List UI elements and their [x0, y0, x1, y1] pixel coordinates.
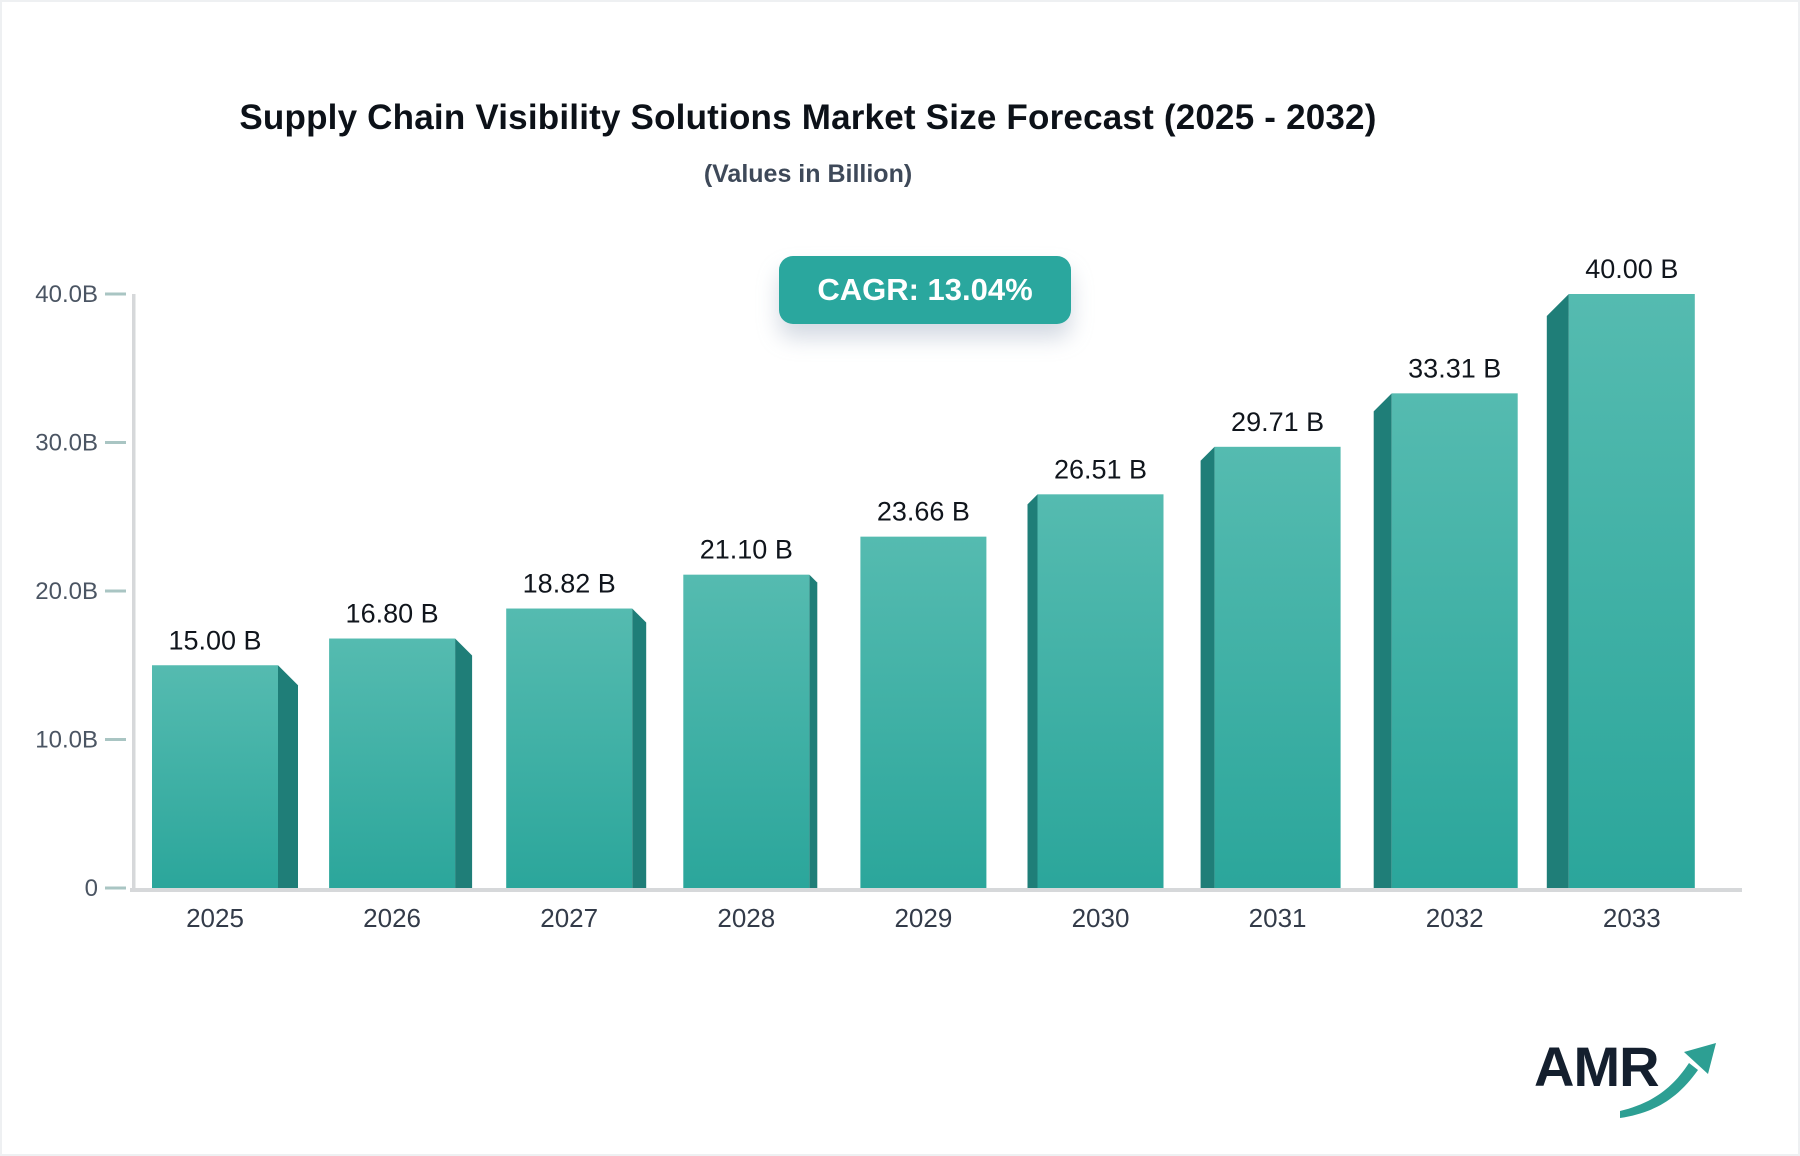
x-axis-tick-label: 2031	[1249, 903, 1307, 933]
chart-subtitle: (Values in Billion)	[703, 160, 913, 188]
bar-side-face	[278, 665, 298, 888]
x-axis-tick-label: 2032	[1426, 903, 1484, 933]
cagr-badge-label: CAGR: 13.04%	[817, 272, 1033, 307]
x-axis-tick-label: 2025	[186, 903, 244, 933]
y-axis-tick-dash	[105, 441, 126, 444]
bar	[329, 638, 456, 888]
value-label: 18.82 B	[523, 569, 616, 599]
x-axis-tick-label: 2028	[717, 903, 775, 933]
y-axis-tick-dash	[105, 886, 126, 890]
x-axis-tick-label: 2033	[1603, 903, 1661, 933]
value-label: 15.00 B	[168, 625, 261, 655]
y-axis-tick-dash	[105, 738, 126, 741]
value-label: 16.80 B	[346, 599, 439, 629]
y-axis-tick-label: 10.0B	[35, 727, 98, 754]
bar	[1214, 446, 1341, 888]
bar-side-face	[1373, 393, 1392, 888]
x-axis-tick-label: 2029	[894, 903, 952, 933]
x-axis-tick-label: 2027	[540, 903, 598, 933]
bar	[506, 608, 633, 888]
bar	[683, 574, 810, 888]
bar-side-face	[455, 638, 473, 888]
bar-side-face	[1200, 446, 1215, 888]
bar-side-face	[809, 574, 818, 888]
bar-side-face	[1027, 494, 1038, 888]
y-axis-tick-dash	[105, 292, 126, 296]
value-label: 29.71 B	[1231, 407, 1324, 437]
y-axis-tick-label: 0	[85, 875, 98, 902]
chart-header: Supply Chain Visibility Solutions Market…	[2, 98, 1614, 189]
bar	[1568, 294, 1695, 888]
value-label: 23.66 B	[877, 497, 970, 527]
y-axis-tick-label: 30.0B	[35, 430, 98, 457]
value-label: 21.10 B	[700, 535, 793, 565]
value-label: 26.51 B	[1054, 454, 1147, 484]
growth-arrow-icon	[1620, 1043, 1716, 1118]
y-axis-line	[132, 294, 136, 891]
y-axis-tick-label: 40.0B	[35, 281, 98, 308]
x-axis-tick-label: 2026	[363, 903, 421, 933]
bar-side-face	[632, 608, 647, 888]
amr-logo-text: AMR	[1534, 1035, 1660, 1098]
x-axis-tick-label: 2030	[1072, 903, 1130, 933]
cagr-badge: CAGR: 13.04%	[779, 256, 1071, 324]
bar	[152, 665, 278, 888]
x-axis-line	[130, 888, 1742, 892]
y-axis-tick-dash	[105, 589, 126, 593]
value-label: 33.31 B	[1408, 353, 1501, 383]
bar-side-face	[1546, 294, 1569, 888]
amr-logo: AMR	[1534, 1034, 1744, 1124]
value-label: 40.00 B	[1585, 254, 1678, 284]
chart-title: Supply Chain Visibility Solutions Market…	[239, 98, 1377, 137]
bar	[860, 536, 987, 888]
bar	[1037, 494, 1164, 888]
bar	[1391, 393, 1518, 888]
y-axis-tick-label: 20.0B	[35, 578, 98, 605]
